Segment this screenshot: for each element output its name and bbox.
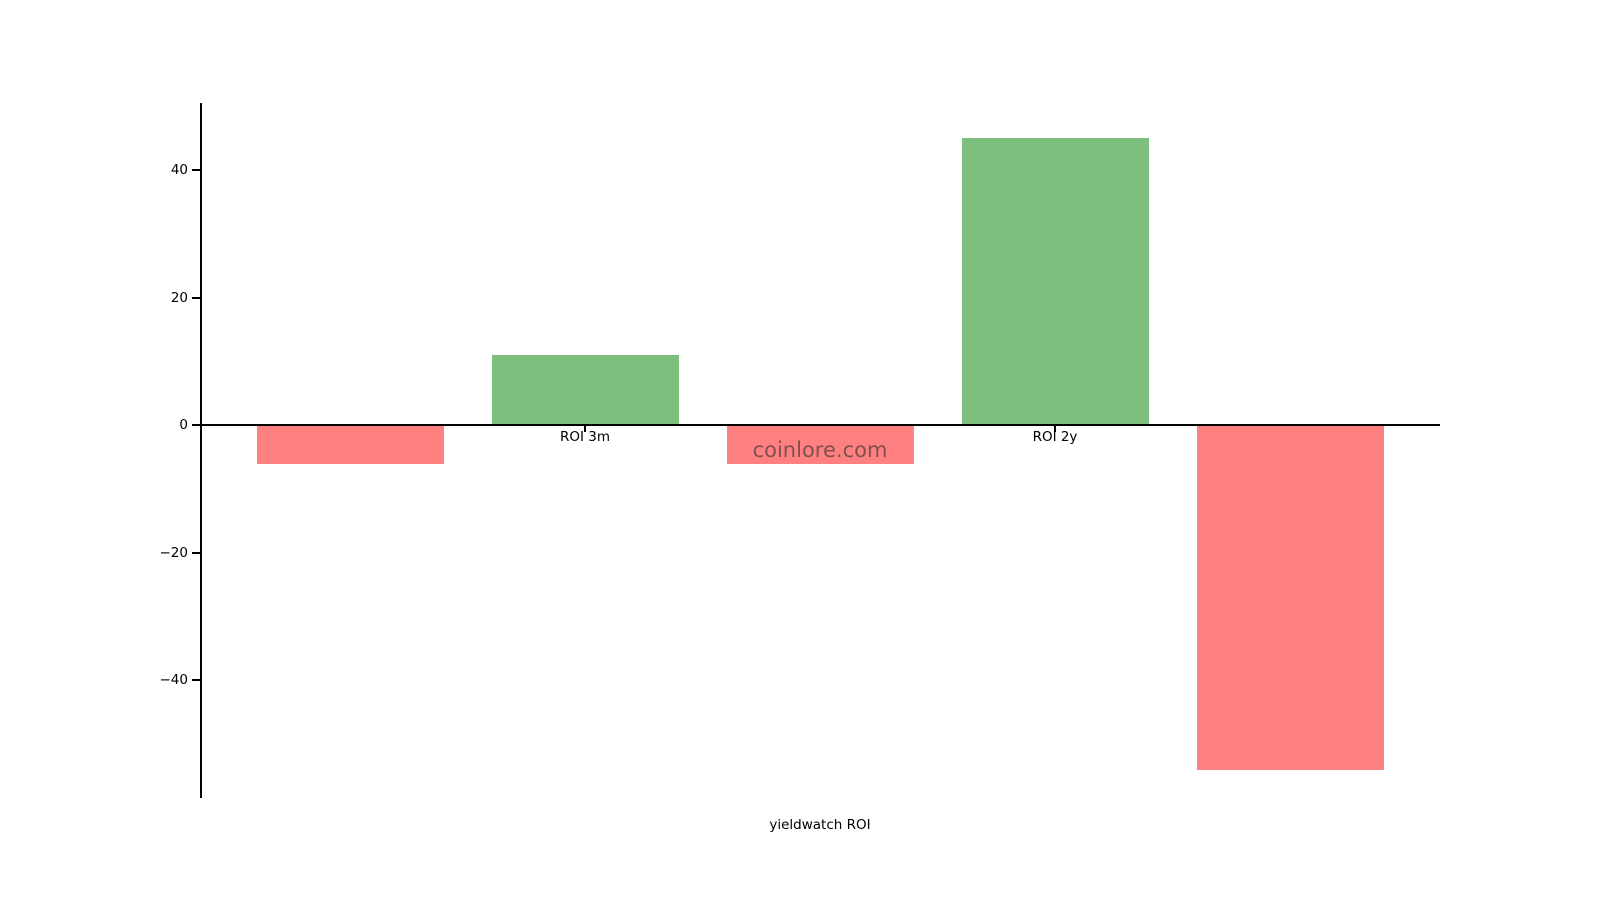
y-tick-label: −20 (159, 545, 189, 561)
bar-series-5 (1197, 426, 1384, 770)
y-tick-label: −40 (159, 672, 189, 688)
x-tick-mark (1054, 425, 1056, 432)
watermark: coinlore.com (752, 438, 888, 462)
y-tick-mark (192, 297, 200, 299)
y-axis-line (200, 103, 202, 798)
y-tick-mark (192, 169, 200, 171)
bar-series-1 (257, 426, 444, 464)
y-tick-label: 20 (170, 290, 188, 306)
y-tick-mark (192, 552, 200, 554)
y-tick-mark (192, 424, 200, 426)
bar-ROI 2y (962, 138, 1149, 425)
bar-series-3 (727, 426, 914, 464)
x-tick-label: ROI 2y (1032, 429, 1078, 445)
x-axis-title: yieldwatch ROI (769, 817, 871, 833)
bar-ROI 3m (492, 355, 679, 425)
x-tick-mark (584, 425, 586, 432)
y-tick-mark (192, 679, 200, 681)
x-tick-label: ROI 3m (559, 429, 611, 445)
y-tick-label: 0 (179, 417, 188, 433)
x-axis-line (200, 424, 1440, 426)
y-tick-label: 40 (170, 162, 188, 178)
